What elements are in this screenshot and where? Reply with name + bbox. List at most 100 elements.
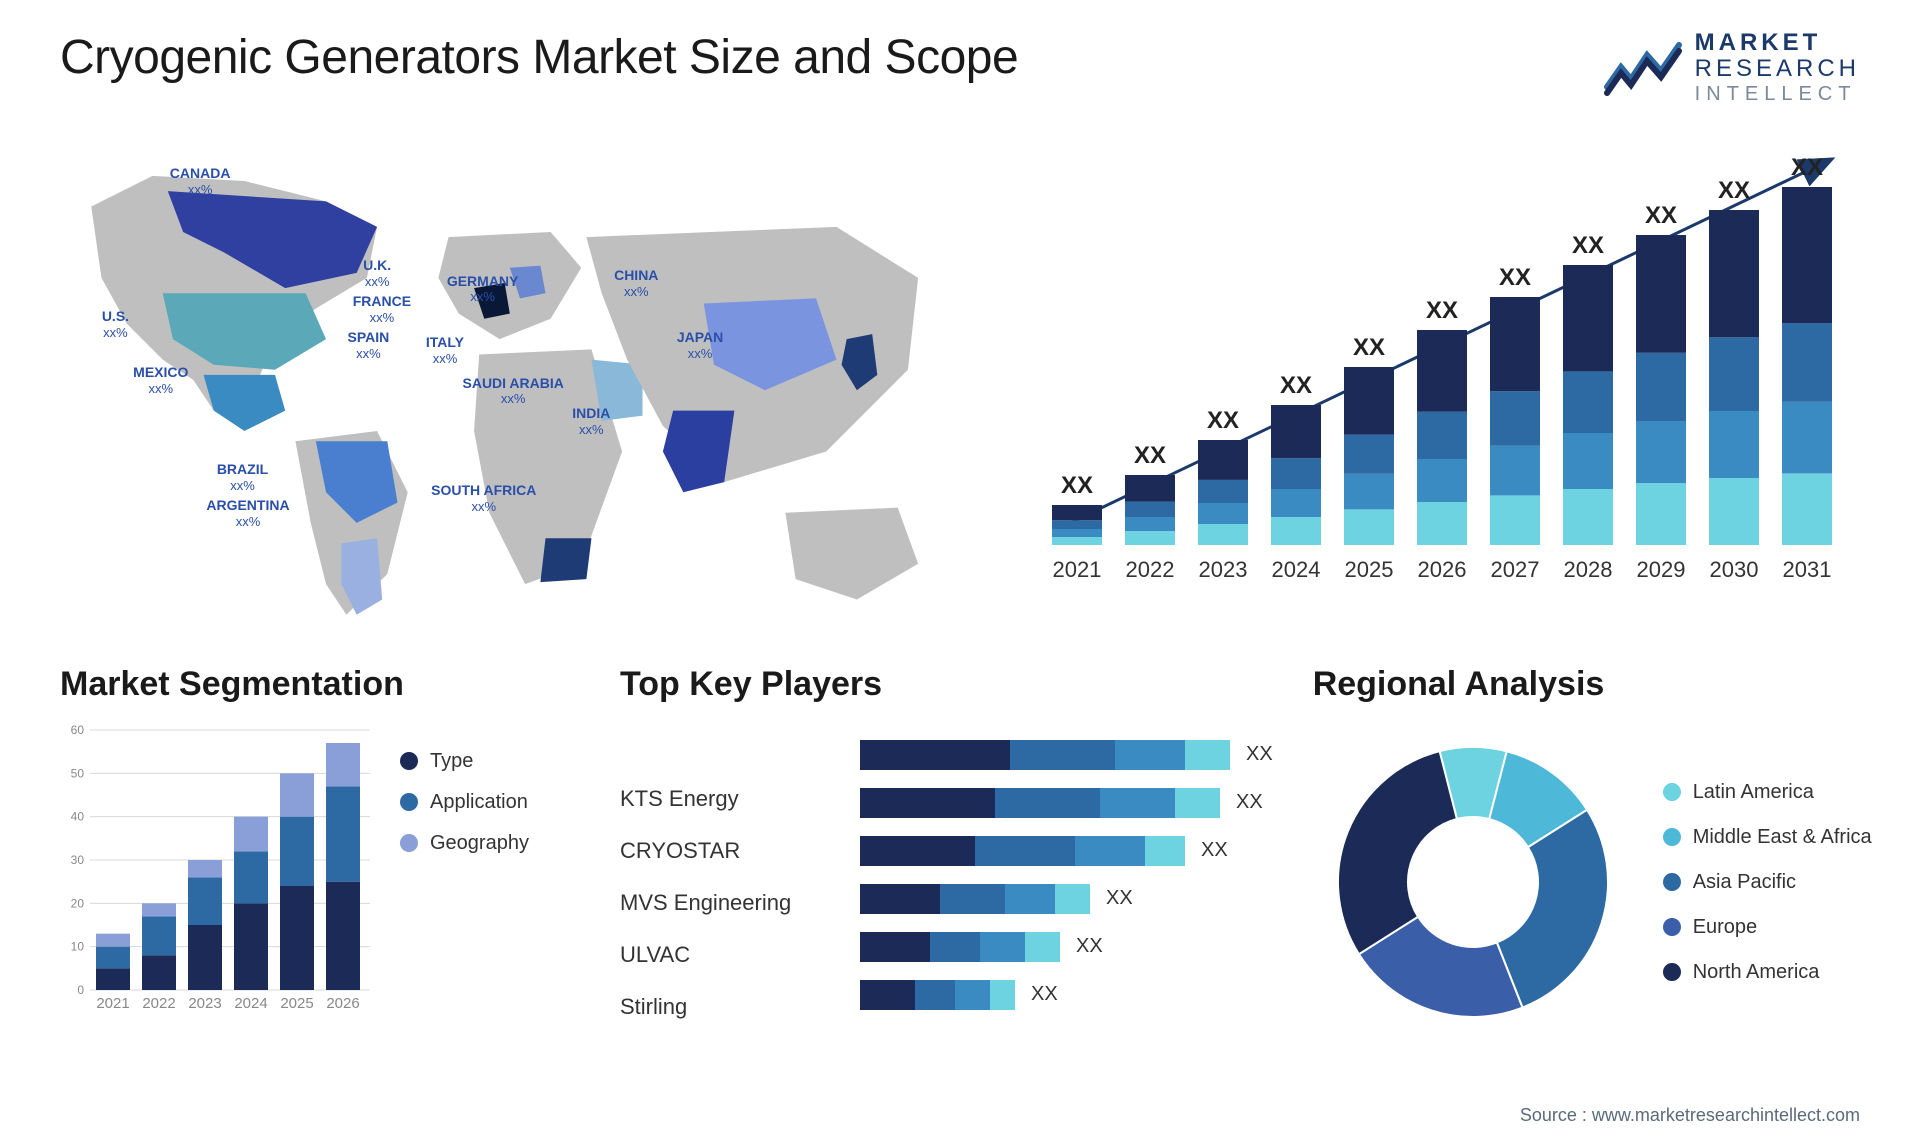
svg-text:2025: 2025 — [1345, 557, 1394, 582]
world-map-panel: CANADAxx% U.S.xx%MEXICOxx% BRAZILxx% ARGENT… — [60, 135, 980, 625]
map-country-label: GERMANYxx% — [447, 273, 519, 305]
player-label: CRYOSTAR — [620, 838, 840, 864]
player-bar-row: XX — [860, 836, 1273, 866]
map-country-label: SOUTH AFRICAxx% — [431, 482, 536, 514]
svg-text:XX: XX — [1134, 442, 1166, 469]
svg-text:2025: 2025 — [280, 995, 313, 1012]
legend-item: Middle East & Africa — [1663, 826, 1893, 849]
svg-text:2026: 2026 — [326, 995, 359, 1012]
players-bars-list: XX XX XX XX XX XX — [860, 740, 1273, 1010]
player-bar-segment — [975, 836, 1075, 866]
map-country-label: INDIAxx% — [572, 405, 610, 437]
player-bar-segment — [1115, 740, 1185, 770]
svg-text:0: 0 — [77, 983, 84, 997]
svg-text:XX: XX — [1572, 232, 1604, 259]
map-country-label: CANADAxx% — [170, 165, 231, 197]
player-label: Stirling — [620, 994, 840, 1020]
player-bar-segment — [860, 980, 915, 1010]
player-bar — [860, 980, 1015, 1010]
regional-legend: Latin America Middle East & Africa Asia Pa… — [1663, 781, 1893, 984]
svg-text:2023: 2023 — [188, 995, 221, 1012]
player-label: ULVAC — [620, 942, 840, 968]
players-panel: Top Key Players KTS EnergyCRYOSTARMVS En… — [620, 665, 1273, 1045]
legend-label: Application — [430, 791, 528, 814]
svg-text:XX: XX — [1791, 154, 1823, 181]
map-country-label: ARGENTINAxx% — [206, 497, 289, 529]
player-bar-segment — [860, 932, 930, 962]
player-bar-segment — [860, 836, 975, 866]
svg-text:XX: XX — [1645, 202, 1677, 229]
svg-text:50: 50 — [71, 766, 85, 780]
player-bar-segment — [1185, 740, 1230, 770]
legend-item: North America — [1663, 961, 1893, 984]
map-country-label: U.S.xx% — [102, 308, 129, 340]
legend-item: Asia Pacific — [1663, 871, 1893, 894]
svg-text:XX: XX — [1499, 264, 1531, 291]
svg-text:40: 40 — [71, 809, 85, 823]
player-bar-segment — [940, 884, 1005, 914]
regional-donut-chart — [1313, 722, 1633, 1042]
map-country-label: ITALYxx% — [426, 334, 464, 366]
player-value: XX — [1236, 791, 1263, 814]
player-bar-segment — [1025, 932, 1060, 962]
players-labels-list: KTS EnergyCRYOSTARMVS EngineeringULVACSt… — [620, 740, 840, 1020]
player-value: XX — [1246, 743, 1273, 766]
player-bar — [860, 884, 1090, 914]
svg-text:XX: XX — [1426, 297, 1458, 324]
map-country-label: SAUDI ARABIAxx% — [463, 375, 564, 407]
svg-text:30: 30 — [71, 853, 85, 867]
player-bar-row: XX — [860, 980, 1273, 1010]
map-country-label: SPAINxx% — [348, 329, 390, 361]
player-value: XX — [1201, 839, 1228, 862]
map-country-label: MEXICOxx% — [133, 364, 188, 396]
source-attribution: Source : www.marketresearchintellect.com — [1520, 1105, 1860, 1126]
legend-dot — [1663, 963, 1681, 981]
legend-label: North America — [1693, 961, 1820, 984]
svg-text:60: 60 — [71, 723, 85, 737]
regional-title: Regional Analysis — [1313, 665, 1893, 704]
svg-text:2031: 2031 — [1783, 557, 1832, 582]
player-bar — [860, 740, 1230, 770]
svg-text:2021: 2021 — [1053, 557, 1102, 582]
legend-dot — [1663, 828, 1681, 846]
svg-text:XX: XX — [1353, 334, 1385, 361]
svg-text:2022: 2022 — [1126, 557, 1175, 582]
growth-stacked-bar-chart: XX2021XX2022XX2023XX2024XX2025XX2026XX20… — [1040, 135, 1860, 605]
legend-item: Latin America — [1663, 781, 1893, 804]
player-bar-segment — [980, 932, 1025, 962]
player-bar-segment — [860, 884, 940, 914]
map-country-label: BRAZILxx% — [217, 461, 268, 493]
page-title: Cryogenic Generators Market Size and Sco… — [60, 30, 1018, 85]
map-country-label: CHINAxx% — [614, 267, 658, 299]
player-bar-row: XX — [860, 788, 1273, 818]
player-bar-segment — [1075, 836, 1145, 866]
segmentation-title: Market Segmentation — [60, 665, 580, 704]
player-label: KTS Energy — [620, 786, 840, 812]
player-value: XX — [1076, 935, 1103, 958]
player-bar-segment — [860, 788, 995, 818]
legend-label: Latin America — [1693, 781, 1814, 804]
player-bar-row: XX — [860, 740, 1273, 770]
logo-line3: INTELLECT — [1695, 83, 1860, 105]
brand-logo: MARKET RESEARCH INTELLECT — [1603, 30, 1860, 105]
legend-dot — [1663, 918, 1681, 936]
player-bar-segment — [1055, 884, 1090, 914]
svg-text:2023: 2023 — [1199, 557, 1248, 582]
player-bar-segment — [995, 788, 1100, 818]
legend-dot — [400, 834, 418, 852]
player-bar-segment — [860, 740, 1010, 770]
player-bar-segment — [1100, 788, 1175, 818]
svg-text:2024: 2024 — [234, 995, 267, 1012]
player-bar-segment — [1145, 836, 1185, 866]
player-bar — [860, 788, 1220, 818]
regional-panel: Regional Analysis Latin America Middle Ea… — [1313, 665, 1893, 1045]
map-country-label: JAPANxx% — [677, 329, 723, 361]
legend-item: Geography — [400, 832, 580, 855]
logo-line1: MARKET — [1695, 30, 1860, 56]
player-bar-row: XX — [860, 932, 1273, 962]
player-bar-segment — [990, 980, 1015, 1010]
legend-label: Asia Pacific — [1693, 871, 1796, 894]
svg-text:XX: XX — [1061, 472, 1093, 499]
player-bar-row: XX — [860, 884, 1273, 914]
svg-text:2028: 2028 — [1564, 557, 1613, 582]
